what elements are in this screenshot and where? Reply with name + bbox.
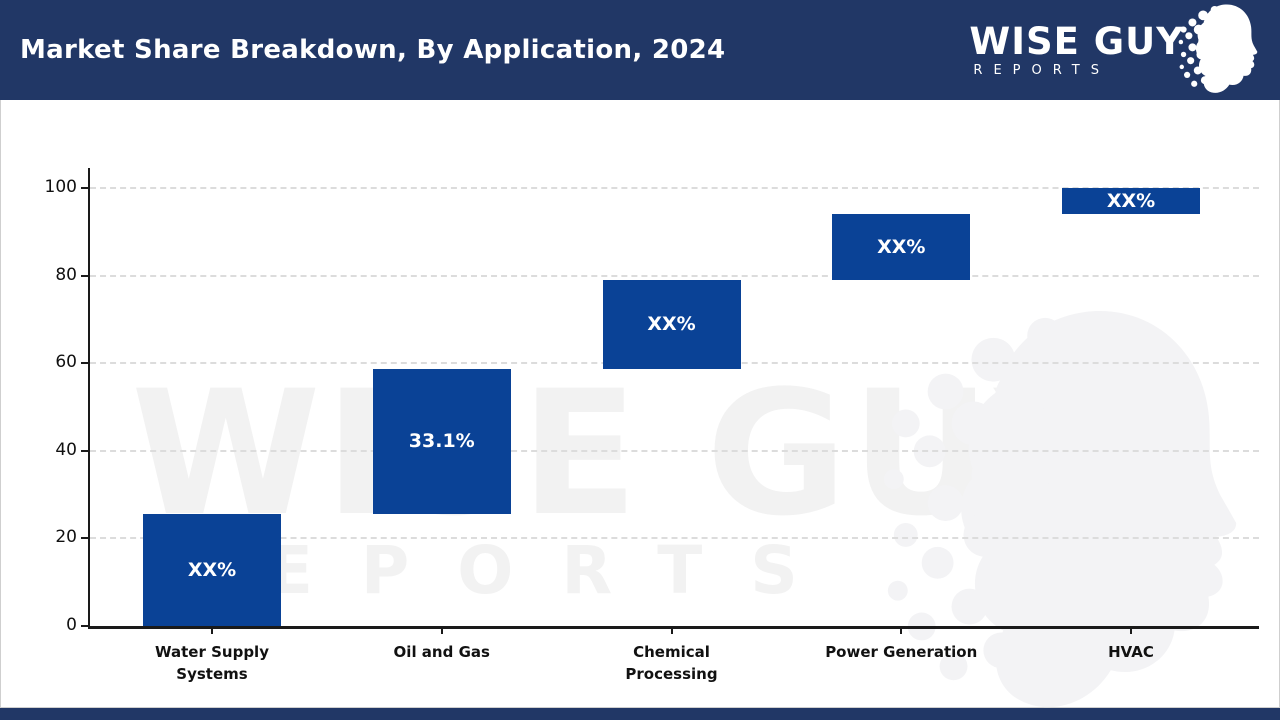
gridline	[90, 537, 1259, 540]
page-title: Market Share Breakdown, By Application, …	[20, 35, 726, 65]
footer-bar	[0, 708, 1280, 720]
logo-name: WISE GUY	[969, 19, 1184, 63]
gridline	[90, 187, 1259, 189]
x-tick-mark	[670, 629, 673, 634]
logo-text: WISE GUY REPORTS	[969, 23, 1184, 78]
bar-segment: XX%	[832, 214, 971, 280]
gridline	[90, 449, 1259, 452]
x-category-label: Power Generation	[786, 642, 1016, 664]
header-bar: Market Share Breakdown, By Application, …	[0, 0, 1280, 100]
chart-area: WISE GUY REPORTS XX% 33.1% XX% XX% XX% 0 20 40 6…	[0, 100, 1280, 708]
y-tick-mark	[81, 362, 88, 365]
x-category-label-line: Water Supply	[155, 643, 269, 661]
x-category-label: Water Supply Systems	[97, 642, 327, 686]
y-tick-mark	[81, 625, 88, 627]
y-tick-label: 20	[55, 527, 77, 548]
y-tick-mark	[81, 187, 88, 189]
bar-value-label: XX%	[187, 558, 237, 581]
x-category-label: HVAC	[1016, 642, 1246, 664]
bar-segment: XX%	[602, 279, 741, 370]
x-tick-mark	[440, 629, 443, 634]
y-tick-mark	[81, 449, 88, 452]
y-axis-spine	[88, 168, 90, 629]
x-category-label-line: Chemical	[633, 643, 710, 661]
logo-tagline: REPORTS	[973, 62, 1111, 78]
y-tick-mark	[81, 537, 88, 540]
x-category-label-line: Processing	[625, 664, 718, 683]
y-tick-mark	[81, 274, 88, 277]
x-category-label: Oil and Gas	[327, 642, 557, 664]
y-tick-label: 0	[66, 615, 77, 635]
bar-value-label: XX%	[647, 313, 696, 336]
logo: WISE GUY REPORTS	[969, 2, 1266, 98]
y-tick-label: 100	[44, 177, 77, 197]
y-tick-label: 80	[55, 264, 77, 285]
plot-area: XX% 33.1% XX% XX% XX% 0 20 40 60 80 100 Water Suppl…	[1, 100, 1279, 707]
bar-value-label: 33.1%	[408, 430, 475, 453]
x-category-label-line: Oil and Gas	[393, 643, 490, 661]
x-axis-spine	[88, 626, 1259, 629]
x-tick-mark	[211, 629, 213, 634]
bar-segment: XX%	[1062, 188, 1200, 215]
wiseguy-head-icon	[1178, 4, 1258, 93]
x-tick-mark	[1130, 629, 1132, 634]
bar-value-label: XX%	[1106, 189, 1156, 212]
bar-value-label: XX%	[877, 235, 926, 258]
x-category-label-line: Power Generation	[825, 643, 978, 661]
bar-segment: 33.1%	[372, 369, 511, 515]
x-category-label-line: Systems	[176, 664, 248, 683]
y-tick-label: 40	[55, 439, 77, 460]
x-tick-mark	[900, 629, 903, 634]
y-tick-label: 60	[55, 352, 77, 373]
x-category-label-line: HVAC	[1108, 643, 1154, 661]
bar-segment: XX%	[143, 514, 281, 626]
gridline	[90, 274, 1259, 277]
x-category-label: Chemical Processing	[557, 642, 787, 686]
